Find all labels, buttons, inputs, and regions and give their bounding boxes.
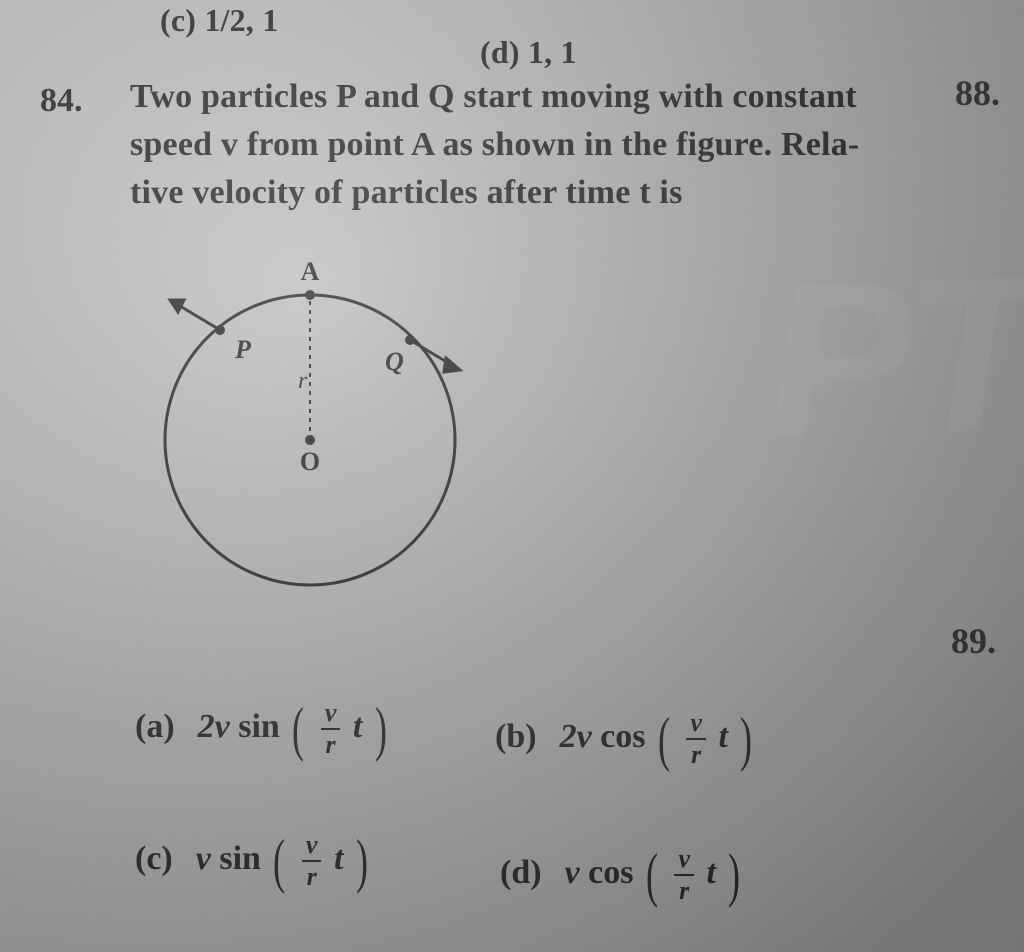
option-a: (a) 2v sin ( v r t ) xyxy=(135,700,391,758)
option-d-func: cos xyxy=(588,854,633,891)
option-b: (b) 2v cos ( v r t ) xyxy=(495,710,756,768)
option-b-coef: 2v xyxy=(560,718,592,755)
option-c-tail: t xyxy=(334,840,343,877)
option-c-coef: v xyxy=(196,840,211,877)
option-c-func: sin xyxy=(219,840,261,877)
prev-option-d: (d) 1, 1 xyxy=(480,34,577,71)
option-b-tail: t xyxy=(719,718,728,755)
option-d-label: (d) xyxy=(500,854,542,891)
diagram-label-r: r xyxy=(298,368,308,394)
option-b-label: (b) xyxy=(495,718,537,755)
option-c: (c) v sin ( v r t ) xyxy=(135,832,372,890)
option-a-coef: 2v xyxy=(198,708,230,745)
option-a-num: v xyxy=(321,700,341,730)
diagram-label-p: P xyxy=(234,335,252,364)
option-a-tail: t xyxy=(353,708,362,745)
diagram-label-a: A xyxy=(301,257,320,286)
question-line-3: tive velocity of particles after time t … xyxy=(130,174,683,212)
option-c-num: v xyxy=(302,832,322,862)
option-a-den: r xyxy=(321,730,341,758)
option-a-func: sin xyxy=(238,708,280,745)
prev-option-c: (c) 1/2, 1 xyxy=(160,2,278,39)
option-c-label: (c) xyxy=(135,840,173,877)
option-b-num: v xyxy=(686,710,706,740)
watermark: PTI xyxy=(761,225,1024,489)
option-d: (d) v cos ( v r t ) xyxy=(500,846,744,904)
side-number-top: 88. xyxy=(955,72,1000,114)
question-line-1: Two particles P and Q start moving with … xyxy=(130,78,857,116)
option-d-den: r xyxy=(674,876,694,904)
page: PTI (c) 1/2, 1 (d) 1, 1 84. Two particle… xyxy=(0,0,1024,952)
option-a-label: (a) xyxy=(135,708,175,745)
question-line-2: speed v from point A as shown in the fig… xyxy=(130,126,859,164)
side-number-bottom: 89. xyxy=(951,620,996,662)
diagram-label-o: O xyxy=(300,447,320,476)
option-d-num: v xyxy=(674,846,694,876)
option-c-den: r xyxy=(302,862,322,890)
option-b-func: cos xyxy=(600,718,645,755)
diagram-label-q: Q xyxy=(385,347,404,376)
question-number: 84. xyxy=(40,82,83,120)
diagram: A P Q r O xyxy=(100,230,520,650)
option-d-coef: v xyxy=(565,854,580,891)
option-b-den: r xyxy=(686,740,706,768)
option-d-tail: t xyxy=(707,854,716,891)
